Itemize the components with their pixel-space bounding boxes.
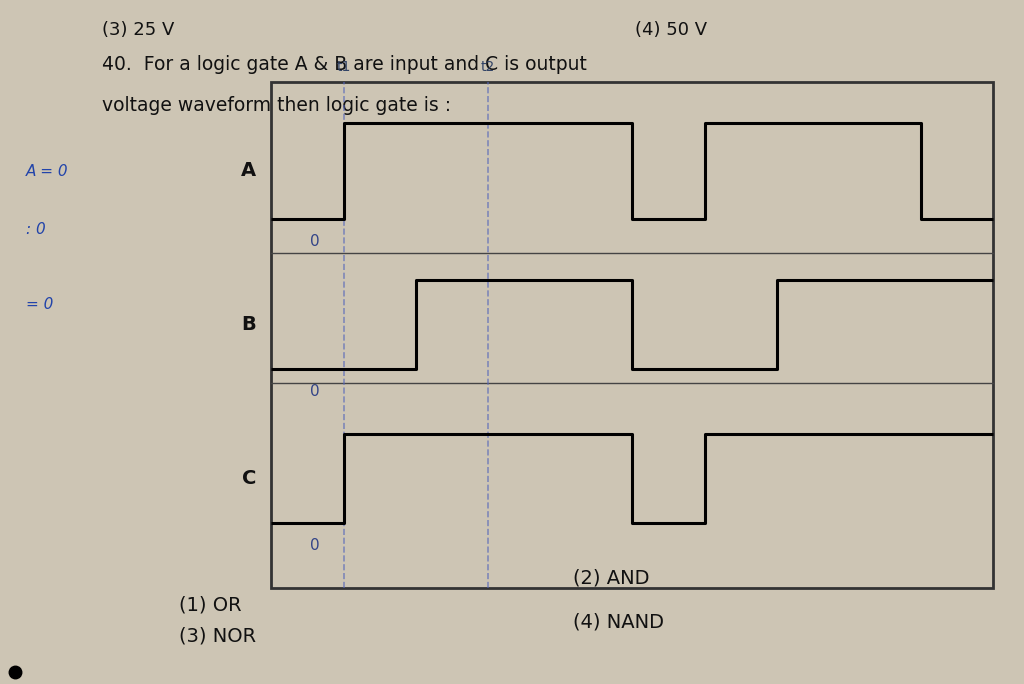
Text: A = 0: A = 0 (26, 163, 69, 179)
Text: t2: t2 (481, 60, 495, 74)
Text: A: A (241, 161, 256, 181)
Text: voltage waveform then logic gate is :: voltage waveform then logic gate is : (102, 96, 452, 115)
Text: 40.  For a logic gate A & B are input and C is output: 40. For a logic gate A & B are input and… (102, 55, 588, 74)
Text: 0: 0 (310, 538, 319, 553)
Text: (4) NAND: (4) NAND (573, 613, 665, 632)
Text: 0: 0 (310, 234, 319, 249)
Text: 0: 0 (310, 384, 319, 399)
Text: (2) AND: (2) AND (573, 568, 650, 588)
Text: (4) 50 V: (4) 50 V (635, 21, 707, 38)
Text: (1) OR: (1) OR (179, 596, 242, 615)
Text: : 0: : 0 (26, 222, 45, 237)
Bar (271, 82, 993, 588)
Text: t1: t1 (336, 60, 351, 74)
Text: (3) NOR: (3) NOR (179, 627, 256, 646)
Text: = 0: = 0 (26, 297, 53, 312)
Text: (3) 25 V: (3) 25 V (102, 21, 175, 38)
Text: C: C (242, 469, 256, 488)
Text: B: B (242, 315, 256, 334)
